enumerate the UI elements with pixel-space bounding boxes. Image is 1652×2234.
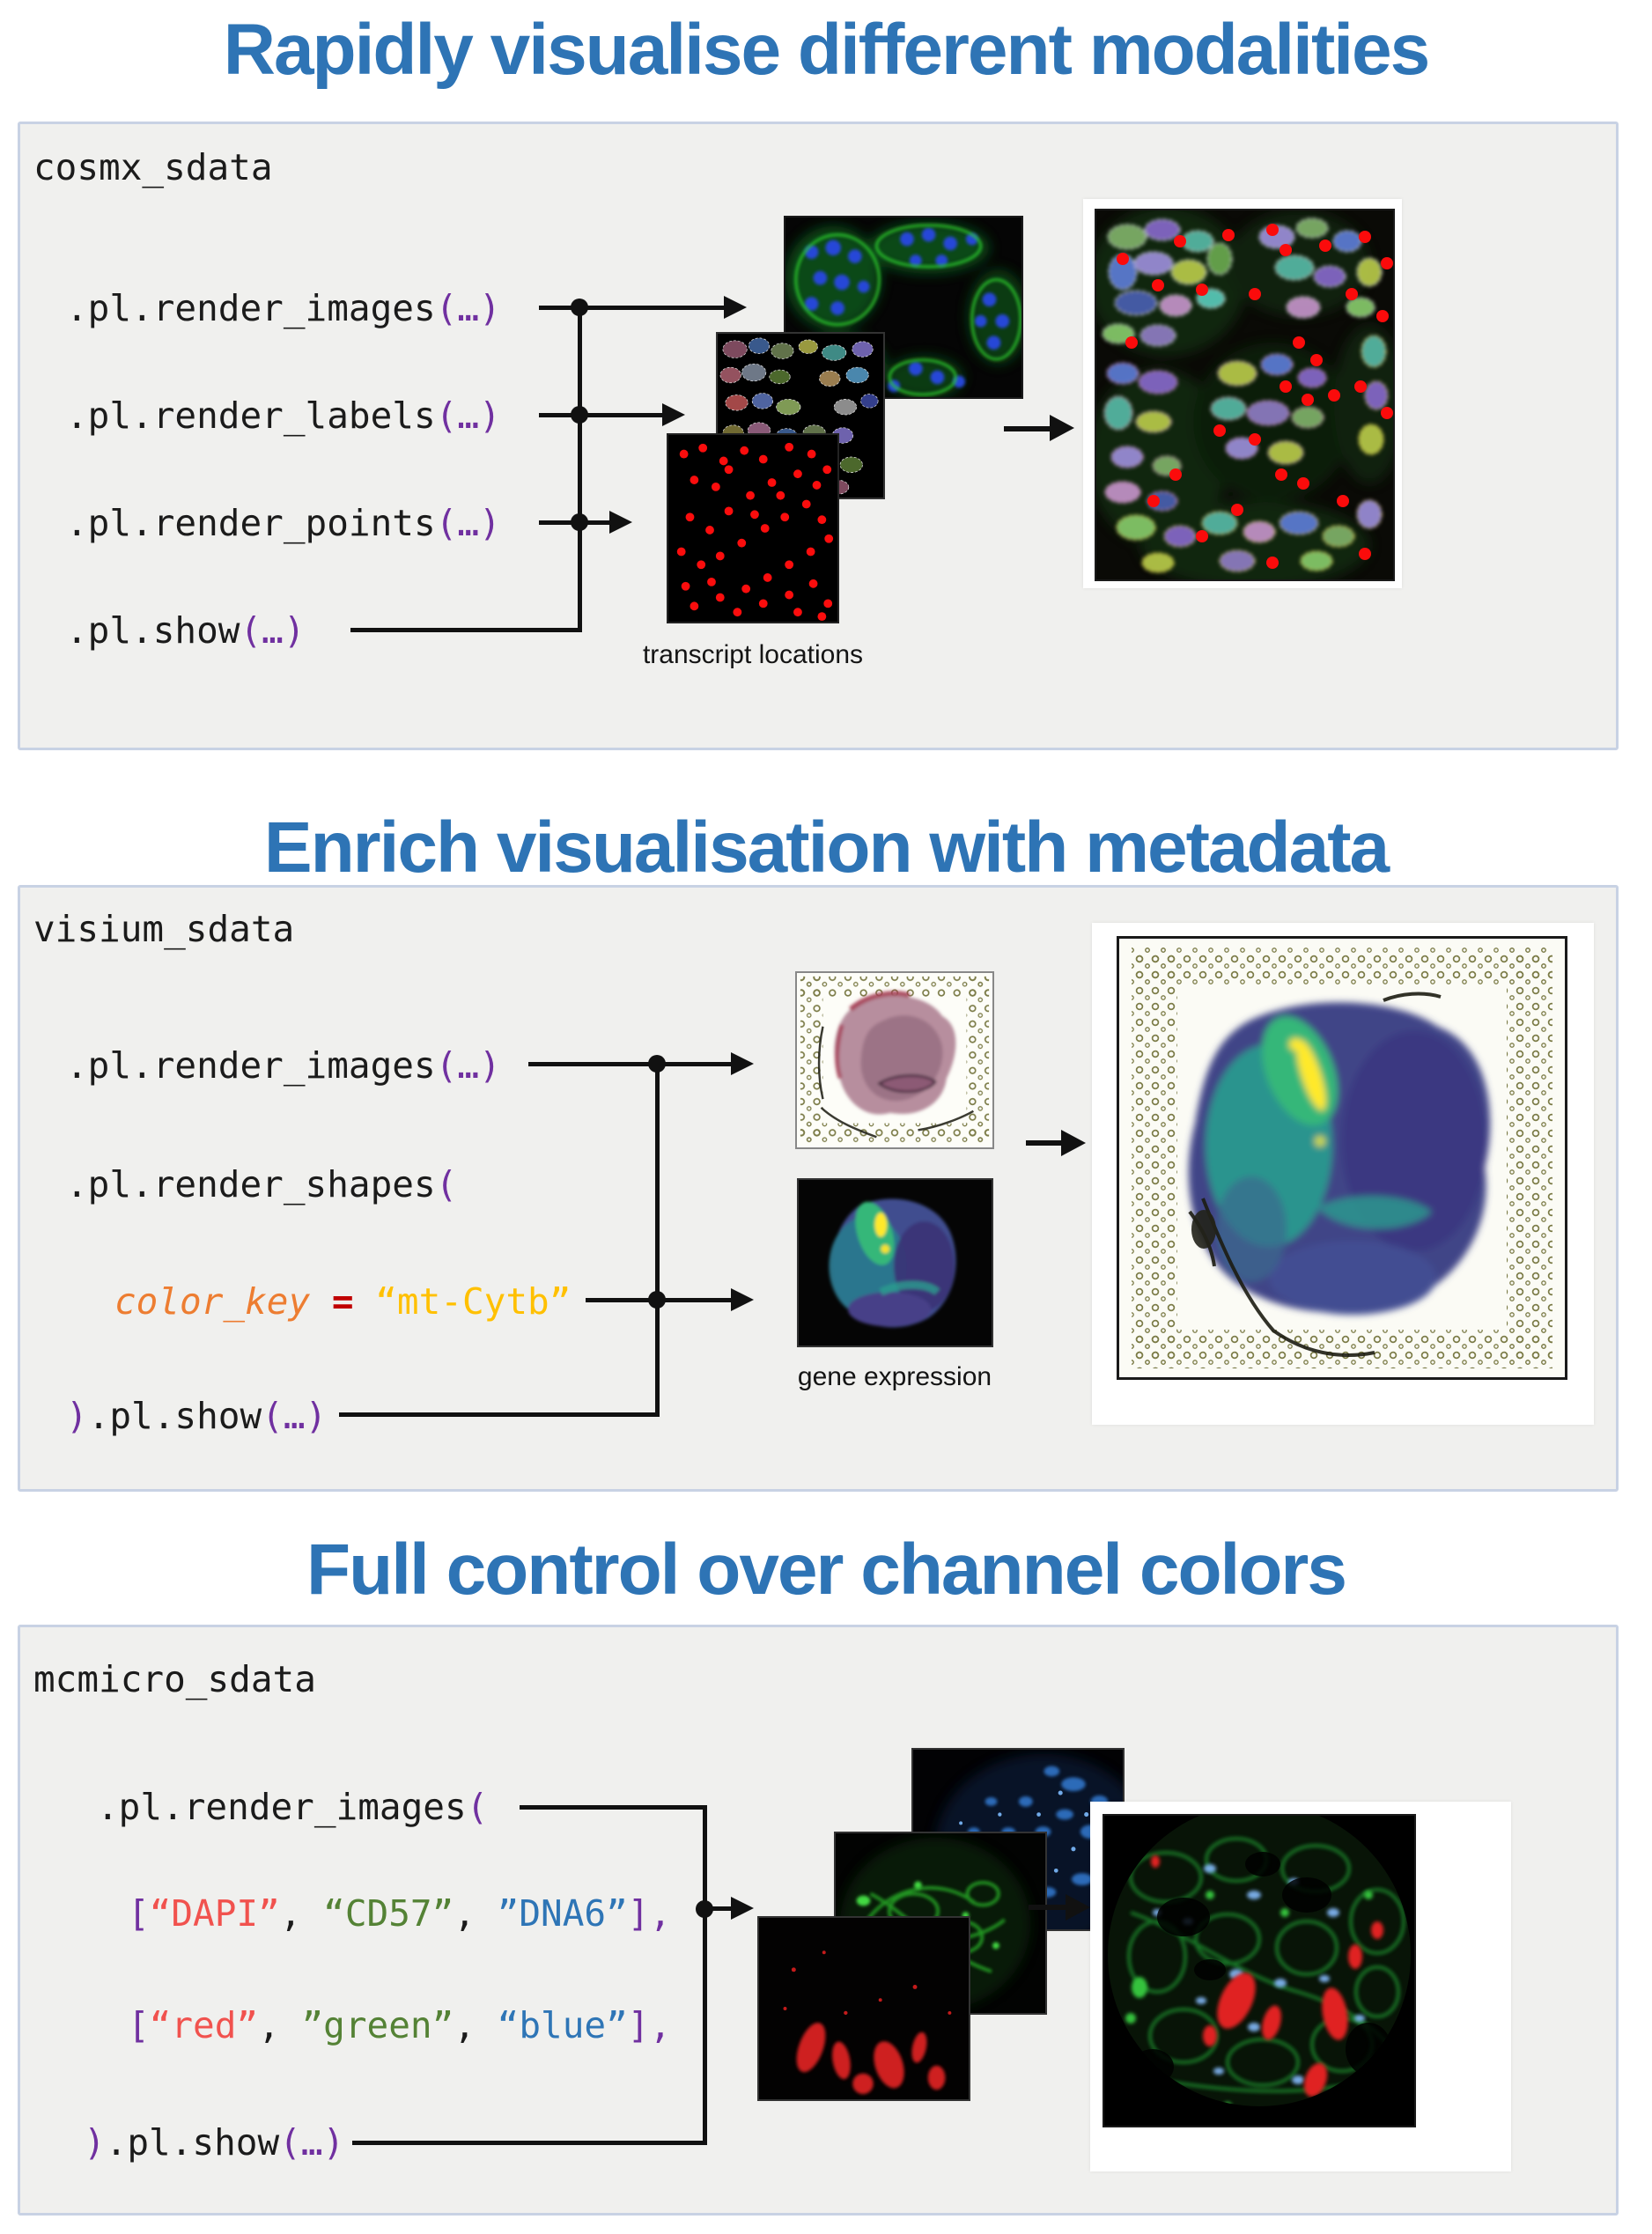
code-token: .pl.render_shapes bbox=[66, 1163, 436, 1205]
junction-dot bbox=[571, 406, 588, 424]
code-line-render-labels: .pl.render_labels(…) bbox=[66, 394, 501, 438]
section1-dataset-label: cosmx_sdata bbox=[33, 146, 273, 188]
arrow-head-icon bbox=[731, 1288, 754, 1311]
code-token-paren: ) bbox=[84, 2121, 106, 2164]
code-token: , bbox=[454, 1892, 498, 1935]
code-token-paren: (…) bbox=[435, 1044, 501, 1087]
connector-vertical-line bbox=[578, 306, 582, 632]
code-token-paren: (…) bbox=[262, 1395, 328, 1437]
code-token-string: “mt-Cytb” bbox=[375, 1280, 572, 1323]
code-token-string: “red” bbox=[149, 2004, 259, 2046]
code-token-paren: ( bbox=[435, 1163, 458, 1205]
code-token-string: ”DNA6” bbox=[497, 1892, 628, 1935]
connector-vertical-line bbox=[703, 1805, 707, 2145]
mcmicro-composite-image bbox=[1103, 1814, 1416, 2127]
code-token-bracket: ], bbox=[627, 1892, 672, 1935]
connector-vertical-line bbox=[655, 1062, 660, 1417]
code-token: , bbox=[258, 2004, 302, 2046]
code-token-bracket: [ bbox=[128, 2004, 150, 2046]
code-token: .pl.show bbox=[66, 609, 240, 652]
flow-arrow-icon bbox=[1066, 1894, 1090, 1921]
connector-line-show bbox=[352, 2141, 707, 2145]
arrow-head-icon bbox=[609, 511, 632, 534]
arrow-head-icon bbox=[731, 1897, 754, 1920]
code-line-color-key: color_key = “mt-Cytb” bbox=[114, 1279, 571, 1323]
arrow-head-icon bbox=[731, 1052, 754, 1075]
code-token-bracket: ], bbox=[627, 2004, 672, 2046]
section3-dataset-label: mcmicro_sdata bbox=[33, 1658, 316, 1700]
code-line-show: .pl.show(…) bbox=[66, 608, 306, 653]
code-line-render-images-3: .pl.render_images( bbox=[97, 1785, 488, 1829]
code-token-equals: = bbox=[310, 1280, 376, 1323]
flow-arrow-icon bbox=[1050, 415, 1074, 441]
section1-title: Rapidly visualise different modalities bbox=[223, 10, 1431, 90]
code-line-render-points: .pl.render_points(…) bbox=[66, 501, 501, 545]
code-token-paren: (…) bbox=[435, 287, 501, 329]
connector-line-labels bbox=[539, 413, 662, 417]
section2-title: Enrich visualisation with metadata bbox=[263, 807, 1390, 888]
junction-dot bbox=[696, 1900, 713, 1918]
code-token: .pl.render_points bbox=[66, 502, 436, 544]
code-token: .pl.show bbox=[87, 1395, 262, 1437]
code-line-render-images: .pl.render_images(…) bbox=[66, 286, 501, 330]
code-token-string: ”green” bbox=[301, 2004, 454, 2046]
junction-dot bbox=[571, 513, 588, 531]
arrow-head-icon bbox=[662, 403, 685, 426]
code-token: , bbox=[279, 1892, 324, 1935]
stack-caption: gene expression bbox=[797, 1362, 992, 1391]
section2-dataset-label: visium_sdata bbox=[33, 908, 295, 950]
code-line-channel-names: [“DAPI”, “CD57”, ”DNA6”], bbox=[128, 1891, 671, 1935]
code-token-paren: (…) bbox=[435, 502, 501, 544]
code-token: .pl.render_images bbox=[66, 1044, 436, 1087]
code-token: .pl.render_images bbox=[97, 1786, 467, 1828]
visium-he-image bbox=[795, 971, 994, 1149]
code-token: .pl.show bbox=[105, 2121, 280, 2164]
code-line-render-images-2: .pl.render_images(…) bbox=[66, 1043, 501, 1088]
visium-composite-image bbox=[1117, 936, 1567, 1380]
flow-arrow-line bbox=[1026, 1140, 1061, 1146]
code-token: , bbox=[454, 2004, 498, 2046]
code-token-paren: (…) bbox=[279, 2121, 345, 2164]
junction-dot bbox=[648, 1055, 666, 1073]
code-token: .pl.render_labels bbox=[66, 394, 436, 437]
arrow-head-icon bbox=[724, 296, 747, 319]
code-token-string: “CD57” bbox=[323, 1892, 454, 1935]
connector-line-images bbox=[520, 1805, 706, 1810]
code-line-render-shapes: .pl.render_shapes( bbox=[66, 1162, 457, 1206]
code-token-bracket: [ bbox=[128, 1892, 150, 1935]
code-line-channel-colors: [“red”, ”green”, “blue”], bbox=[128, 2003, 671, 2047]
mcmicro-red-channel-image bbox=[757, 1916, 970, 2101]
flow-arrow-line bbox=[1029, 1905, 1066, 1910]
code-line-show-2: ).pl.show(…) bbox=[66, 1394, 327, 1438]
code-token-paren: (…) bbox=[435, 394, 501, 437]
code-token-string: “blue” bbox=[497, 2004, 628, 2046]
visium-gene-expression-image bbox=[797, 1178, 993, 1347]
flow-arrow-icon bbox=[1061, 1130, 1086, 1156]
code-token-paren: (…) bbox=[240, 609, 306, 652]
flow-arrow-line bbox=[1004, 426, 1050, 431]
section3-title: Full control over channel colors bbox=[306, 1530, 1347, 1610]
code-token-paren: ( bbox=[466, 1786, 489, 1828]
connector-line-show bbox=[350, 628, 582, 632]
code-token-kwarg: color_key bbox=[114, 1280, 311, 1323]
stack-caption: transcript locations bbox=[642, 640, 864, 669]
connector-line-show bbox=[339, 1412, 660, 1417]
code-line-show-3: ).pl.show(…) bbox=[84, 2120, 344, 2164]
connector-line-arrow bbox=[707, 1906, 731, 1911]
connector-line-images bbox=[539, 306, 724, 310]
code-token-paren: ) bbox=[66, 1395, 88, 1437]
connector-line-images bbox=[528, 1062, 731, 1066]
cosmx-composite-image bbox=[1095, 209, 1395, 581]
junction-dot bbox=[571, 299, 588, 316]
cosmx-points-image bbox=[667, 433, 839, 623]
code-token-string: “DAPI” bbox=[149, 1892, 280, 1935]
junction-dot bbox=[648, 1291, 666, 1309]
code-token: .pl.render_images bbox=[66, 287, 436, 329]
